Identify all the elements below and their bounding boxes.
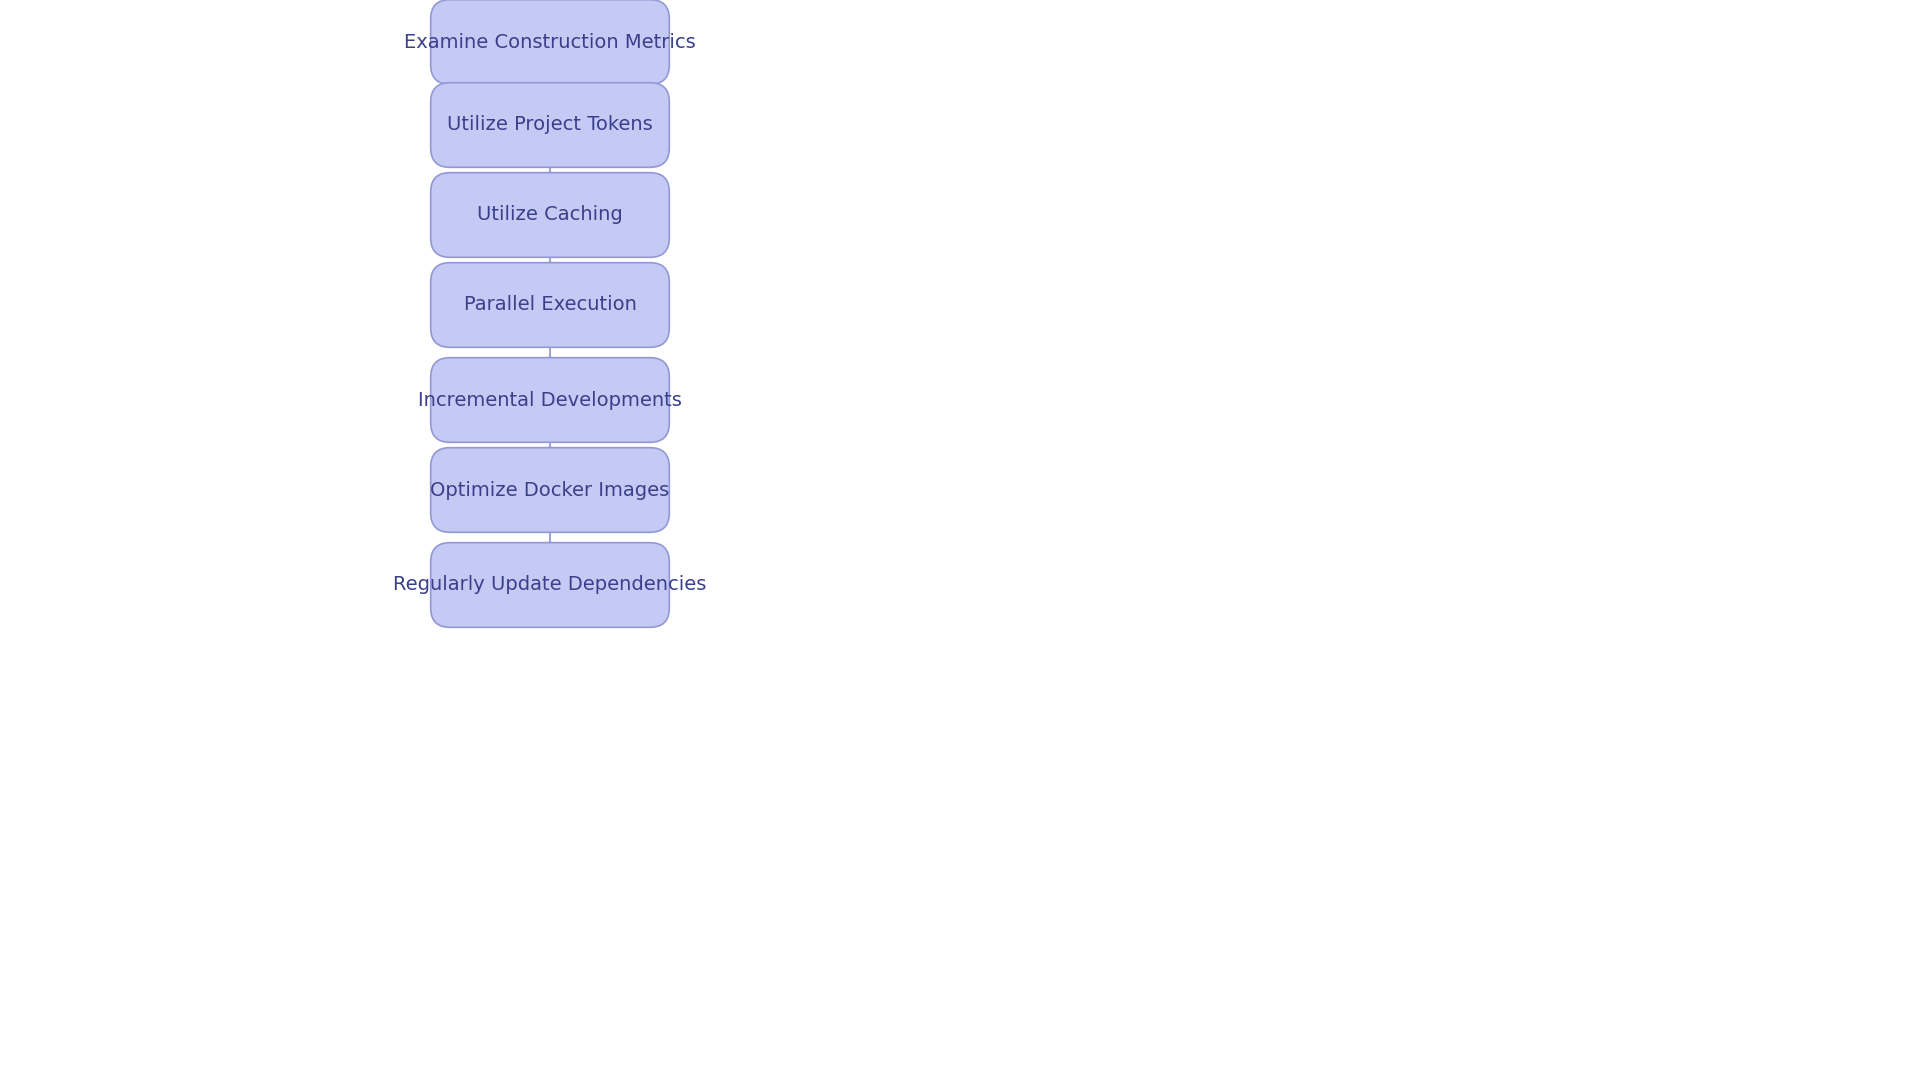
Text: Regularly Update Dependencies: Regularly Update Dependencies: [394, 575, 707, 595]
FancyBboxPatch shape: [430, 357, 670, 442]
Text: Examine Construction Metrics: Examine Construction Metrics: [403, 32, 695, 52]
Text: Utilize Project Tokens: Utilize Project Tokens: [447, 116, 653, 134]
FancyBboxPatch shape: [430, 447, 670, 533]
Text: Optimize Docker Images: Optimize Docker Images: [430, 481, 670, 499]
FancyBboxPatch shape: [430, 263, 670, 348]
Text: Parallel Execution: Parallel Execution: [463, 296, 636, 314]
FancyBboxPatch shape: [430, 0, 670, 84]
FancyBboxPatch shape: [430, 172, 670, 258]
Text: Utilize Caching: Utilize Caching: [478, 206, 622, 224]
Text: Incremental Developments: Incremental Developments: [419, 391, 682, 409]
FancyBboxPatch shape: [430, 543, 670, 627]
FancyBboxPatch shape: [430, 82, 670, 167]
